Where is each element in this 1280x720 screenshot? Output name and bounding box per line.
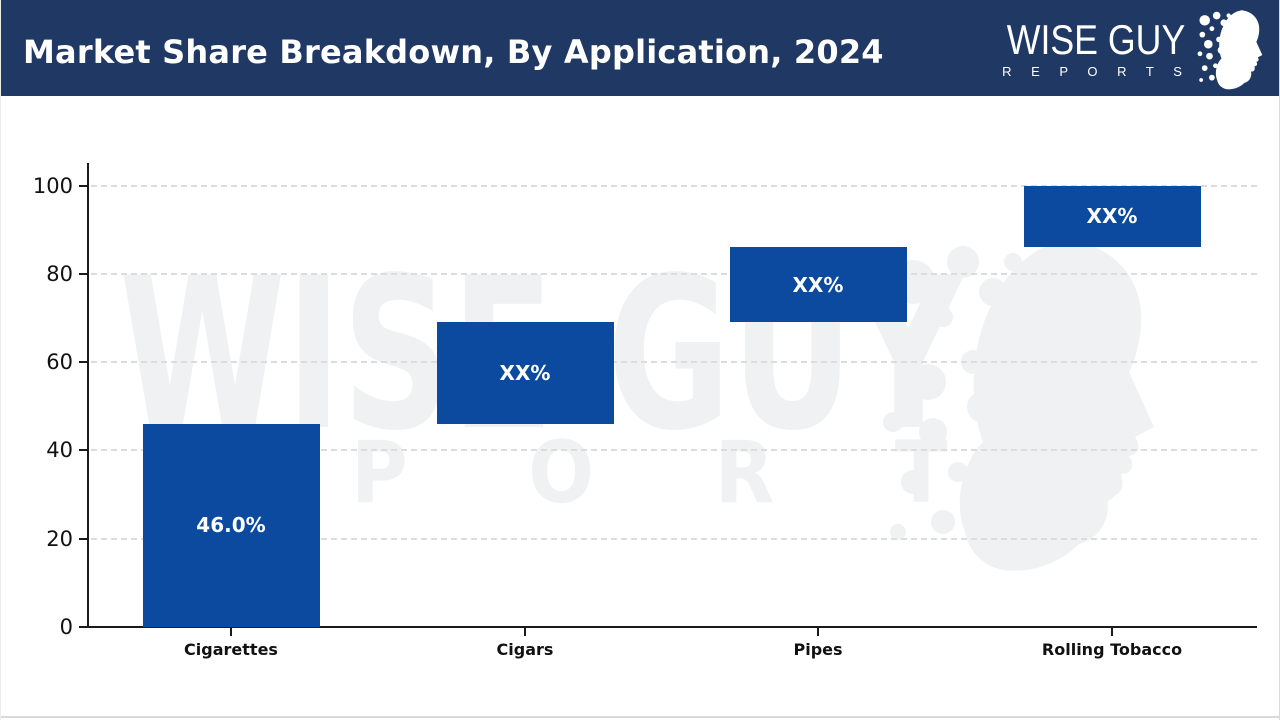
x-category-label: Cigars [496,640,554,659]
bar-value-label: XX% [792,272,844,297]
bottom-divider [1,716,1279,718]
bar-value-label: XX% [499,361,551,386]
bar-pipes: XX% [729,247,907,323]
y-axis-spine [87,163,89,628]
y-tick-label: 0 [59,615,73,639]
grid-line [91,184,1257,187]
y-tick-mark [79,272,88,275]
x-tick-mark [817,628,819,636]
logo-wordmark: WISE GUY R E P O R T S [991,16,1201,80]
bar-rolling-tobacco: XX% [1023,185,1201,248]
x-tick-mark [230,628,232,636]
y-tick-mark [79,361,88,364]
brand-logo: WISE GUY R E P O R T S [991,6,1267,92]
y-tick-mark [79,537,88,540]
y-tick-label: 20 [46,526,73,551]
page-title: Market Share Breakdown, By Application, … [23,33,884,71]
x-tick-mark [1111,628,1113,636]
grid-line [91,361,1257,364]
x-category-label: Pipes [793,640,843,659]
bar-cigars: XX% [436,322,614,424]
logo-wordmark-line1: WISE GUY [1006,16,1186,63]
grid-line [91,537,1257,540]
grid-line [91,272,1257,275]
y-tick-label: 60 [46,350,73,375]
x-axis-spine [87,626,1257,628]
y-tick-label: 100 [32,173,73,198]
bar-value-label: XX% [1086,204,1138,229]
header-bar: Market Share Breakdown, By Application, … [1,0,1279,96]
y-tick-mark [79,449,88,452]
y-tick-label: 80 [46,261,73,286]
grid-line [91,449,1257,452]
y-tick-label: 40 [46,438,73,463]
y-tick-mark [79,626,88,628]
bar-value-label: 46.0% [196,513,266,538]
bar-cigarettes: 46.0% [142,423,320,627]
x-category-label: Cigarettes [184,640,278,659]
x-category-label: Rolling Tobacco [1041,640,1183,659]
logo-wordmark-line2: R E P O R T S [1002,64,1190,79]
y-tick-mark [79,184,88,187]
x-tick-mark [524,628,526,636]
